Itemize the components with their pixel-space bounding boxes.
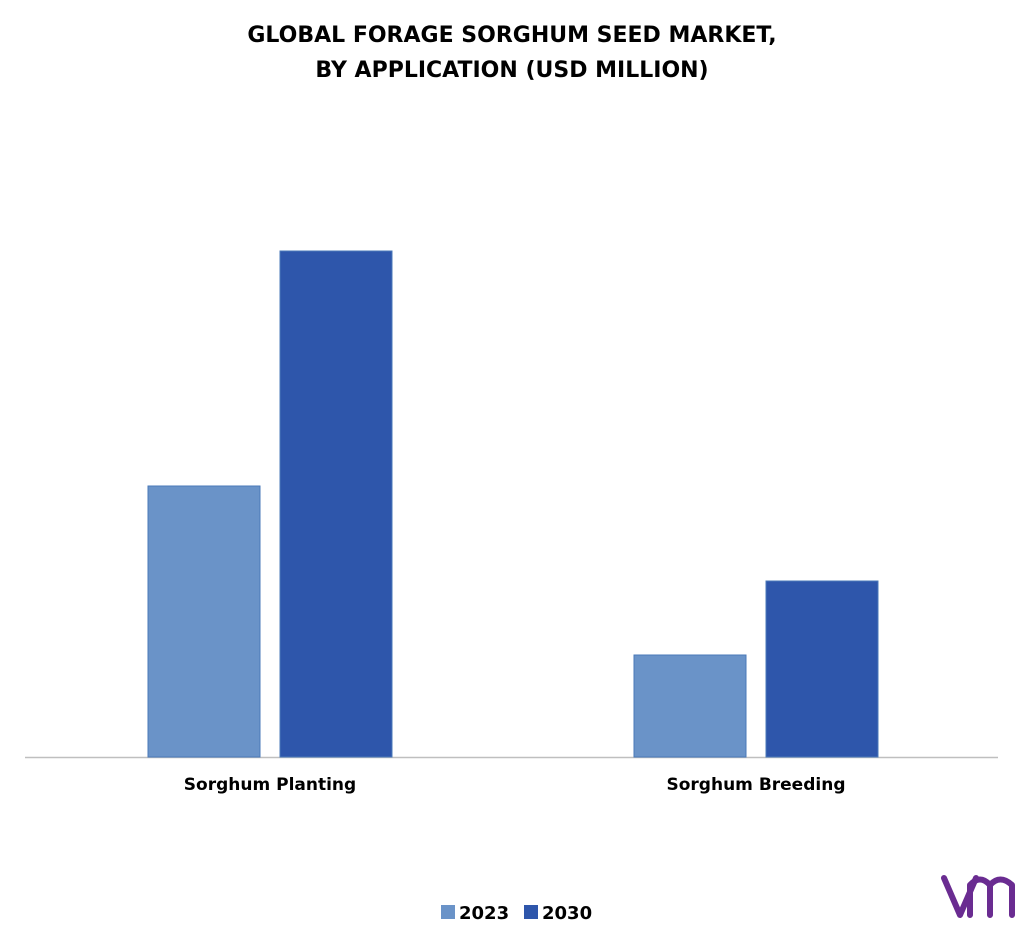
bar: [633, 654, 747, 758]
legend-label: 2023: [459, 903, 509, 924]
legend-label: 2030: [542, 903, 592, 924]
x-tick-label: Sorghum Planting: [184, 775, 356, 795]
bar: [147, 485, 261, 758]
x-tick-label: Sorghum Breeding: [667, 775, 846, 795]
logo: [941, 875, 1015, 918]
chart-title: BY APPLICATION (USD MILLION): [315, 58, 708, 83]
logo-m: [967, 876, 1015, 918]
bar: [765, 580, 879, 758]
chart-title: GLOBAL FORAGE SORGHUM SEED MARKET,: [247, 23, 776, 48]
legend-swatch: [441, 905, 455, 919]
legend-swatch: [524, 905, 538, 919]
bar: [279, 250, 393, 758]
